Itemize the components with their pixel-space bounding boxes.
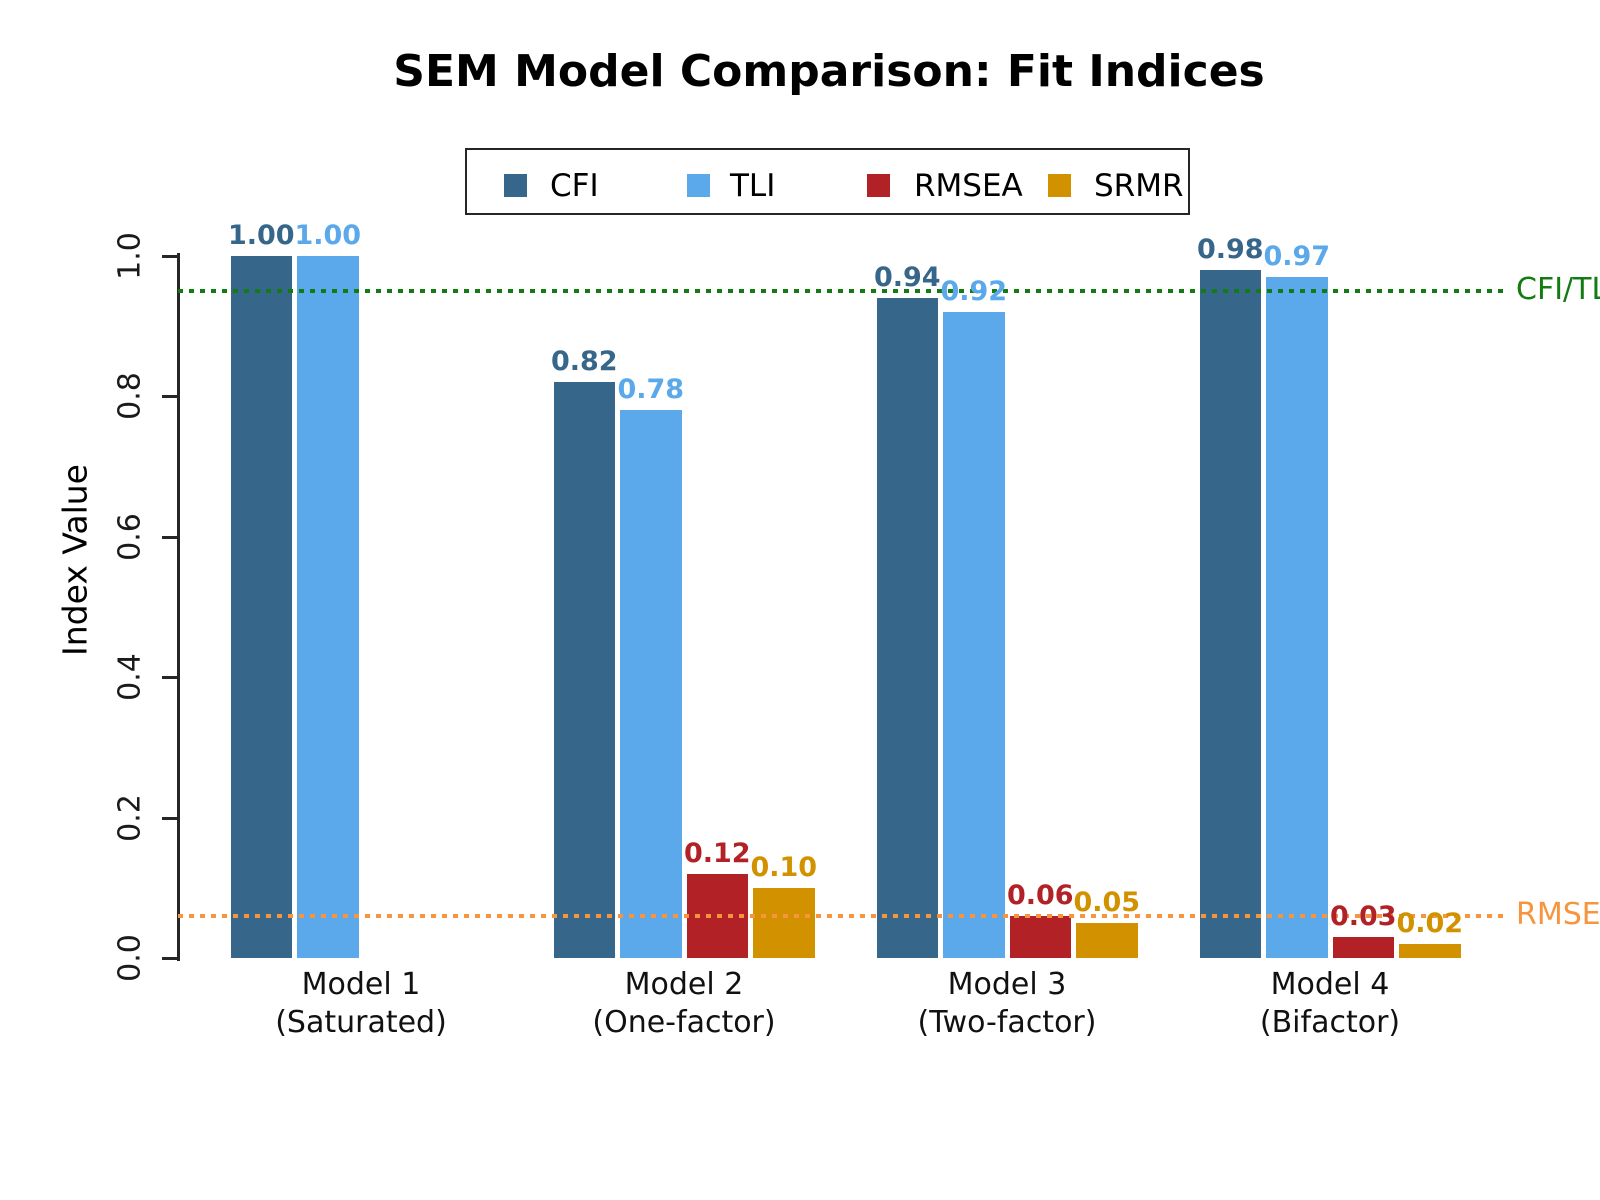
x-category-subname: (Saturated): [275, 1005, 447, 1040]
bar-rmsea-group3: [1009, 916, 1071, 958]
bar-value-label: 0.82: [550, 346, 618, 377]
bar-tli-group1: [297, 256, 359, 958]
bar-srmr-group3: [1076, 923, 1138, 958]
bar-srmr-group4: [1399, 944, 1461, 958]
legend-label-tli: TLI: [730, 168, 776, 204]
y-tick-mark: [162, 676, 179, 679]
y-tick-label: 0.2: [112, 794, 148, 842]
legend-label-rmsea: RMSEA: [914, 168, 1023, 204]
legend-swatch-tli: [687, 174, 710, 197]
x-category-name: Model 3: [947, 967, 1067, 1002]
bar-cfi-group2: [553, 382, 615, 958]
bar-value-label: 1.00: [227, 220, 295, 251]
x-category-name: Model 4: [1270, 967, 1390, 1002]
x-category-name: Model 1: [301, 967, 421, 1002]
bar-value-label: 0.97: [1263, 241, 1331, 272]
bar-cfi-group3: [876, 298, 938, 958]
y-axis-title: Index Value: [55, 464, 95, 656]
legend-label-srmr: SRMR: [1094, 168, 1184, 204]
x-category-label: Model 1 (Saturated): [191, 966, 531, 1042]
threshold-line-cfi-tli: [178, 289, 1508, 293]
y-tick-label: 0.8: [112, 372, 148, 420]
y-tick-mark: [162, 536, 179, 539]
legend-label-cfi: CFI: [550, 168, 599, 204]
bar-value-label: 0.12: [683, 838, 751, 869]
y-axis-line: [177, 253, 180, 961]
bar-tli-group2: [620, 410, 682, 958]
y-tick-label: 0.0: [112, 934, 148, 982]
legend: CFI TLI RMSEA SRMR: [465, 148, 1190, 215]
y-tick-label: 0.4: [112, 653, 148, 701]
bar-rmsea-group4: [1332, 937, 1394, 958]
bar-value-label: 0.98: [1196, 234, 1264, 265]
x-category-subname: (Bifactor): [1259, 1005, 1401, 1040]
threshold-label: RMSEA: [1516, 897, 1600, 932]
x-category-name: Model 2: [624, 967, 744, 1002]
chart-title: SEM Model Comparison: Fit Indices: [393, 46, 1265, 97]
threshold-line-rmsea: [178, 914, 1508, 918]
bar-value-label: 0.78: [617, 374, 685, 405]
bar-value-label: 0.92: [940, 276, 1008, 307]
legend-swatch-srmr: [1048, 174, 1071, 197]
legend-swatch-rmsea: [867, 174, 890, 197]
x-category-subname: (Two-factor): [917, 1005, 1097, 1040]
y-tick-mark: [162, 395, 179, 398]
y-tick-label: 0.6: [112, 513, 148, 561]
legend-swatch-cfi: [504, 174, 527, 197]
bar-value-label: 0.02: [1396, 908, 1464, 939]
x-category-subname: (One-factor): [592, 1005, 776, 1040]
y-tick-mark: [162, 817, 179, 820]
bar-value-label: 0.94: [873, 262, 941, 293]
y-tick-mark: [162, 957, 179, 960]
bar-value-label: 0.06: [1006, 880, 1074, 911]
bar-tli-group4: [1266, 277, 1328, 958]
x-category-label: Model 2 (One-factor): [514, 966, 854, 1042]
bar-value-label: 0.03: [1329, 901, 1397, 932]
x-category-label: Model 4 (Bifactor): [1160, 966, 1500, 1042]
bar-cfi-group4: [1199, 270, 1261, 958]
threshold-label: CFI/TLI: [1516, 272, 1600, 307]
bar-cfi-group1: [230, 256, 292, 958]
y-tick-mark: [162, 255, 179, 258]
y-tick-label: 1.0: [112, 232, 148, 280]
bar-value-label: 1.00: [294, 220, 362, 251]
bar-value-label: 0.05: [1073, 887, 1141, 918]
bar-tli-group3: [943, 312, 1005, 958]
bar-srmr-group2: [753, 888, 815, 958]
bar-value-label: 0.10: [750, 852, 818, 883]
x-category-label: Model 3 (Two-factor): [837, 966, 1177, 1042]
